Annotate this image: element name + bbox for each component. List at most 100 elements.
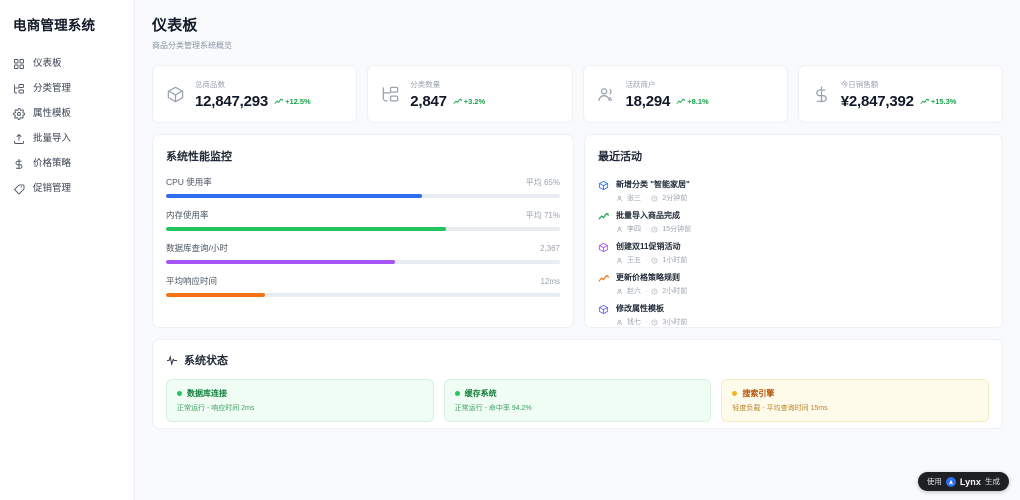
stat-card-total-products[interactable]: 总商品数 12,847,293 +12.5% <box>152 65 358 123</box>
activity-body: 新增分类 "智能家居" 张三 · 2分钟前 <box>616 179 690 203</box>
activity-user: 张三 <box>627 195 641 202</box>
activity-title: 更新价格策略规则 <box>616 273 680 282</box>
status-card-cache[interactable]: 缓存系统 正常运行 - 命中率 94.2% <box>443 379 712 422</box>
sidebar-item-bulk-import[interactable]: 批量导入 <box>0 126 134 151</box>
folder-tree-icon <box>13 83 25 95</box>
activity-user: 钱七 <box>627 319 641 326</box>
clock-icon <box>651 226 658 232</box>
sidebar-nav: 仪表板 分类管理 属性模板 <box>0 51 134 201</box>
stat-delta-text: +12.5% <box>285 96 311 106</box>
package-icon <box>598 180 609 191</box>
activity-time: 1小时前 <box>662 257 688 264</box>
stat-card-active-merchants[interactable]: 活跃商户 18,294 +8.1% <box>582 65 788 123</box>
status-card-name: 搜索引擎 <box>742 389 775 398</box>
stat-value-row: 18,294 +8.1% <box>626 93 709 110</box>
grid-icon <box>13 58 25 70</box>
meta-separator: · <box>645 194 648 202</box>
sidebar-item-label: 促销管理 <box>33 182 72 194</box>
status-indicator-dot <box>732 391 738 396</box>
status-card-search-engine[interactable]: 搜索引擎 轻度负载 - 平均查询时间 15ms <box>721 379 990 422</box>
dollar-icon <box>13 158 25 170</box>
activity-meta: 赵六 · 2小时前 <box>616 286 687 296</box>
metric-head: 内存使用率 平均 71% <box>166 209 560 221</box>
stat-card-body: 今日销售额 ¥2,847,392 +15.3% <box>841 79 957 110</box>
stat-delta-text: +3.2% <box>463 96 486 106</box>
sidebar-item-pricing-strategy[interactable]: 价格策略 <box>0 151 134 176</box>
activity-pulse-icon <box>167 354 177 366</box>
metric-row: 内存使用率 平均 71% <box>166 209 560 231</box>
status-card-database[interactable]: 数据库连接 正常运行 - 响应时间 2ms <box>166 379 434 422</box>
activity-time: 2小时前 <box>662 288 688 295</box>
stat-delta-text: +8.1% <box>687 96 709 106</box>
made-with-lynx-badge[interactable]: 使用 Lynx 生成 <box>917 472 1009 491</box>
progress-fill <box>166 293 265 297</box>
lynx-logo-icon <box>945 476 956 487</box>
main-content: 仪表板 商品分类管理系统概览 总商品数 12,847,293 <box>135 0 1020 500</box>
user-icon <box>617 319 622 325</box>
list-item[interactable]: 批量导入商品完成 李四 · 15分钟前 <box>598 207 989 237</box>
metric-name: 平均响应时间 <box>166 276 218 286</box>
sidebar-item-attribute-templates[interactable]: 属性模板 <box>0 101 134 126</box>
activity-body: 创建双11促销活动 王五 · 1小时前 <box>616 241 687 265</box>
activity-meta: 钱七 · 3小时前 <box>616 317 687 327</box>
trend-up-icon <box>920 98 929 104</box>
trend-up-icon <box>598 211 609 222</box>
progress-fill <box>166 194 423 198</box>
activity-time: 15分钟前 <box>662 226 692 233</box>
watermark-suffix: 生成 <box>985 477 1000 486</box>
stat-delta: +15.3% <box>920 97 956 106</box>
package-icon <box>166 85 185 104</box>
trend-up-icon <box>676 98 685 104</box>
metric-head: 平均响应时间 12ms <box>166 275 560 287</box>
watermark-prefix: 使用 <box>926 477 942 486</box>
stat-value: ¥2,847,392 <box>840 92 914 110</box>
package-icon <box>598 304 609 315</box>
metric-head: CPU 使用率 平均 65% <box>166 176 560 188</box>
user-icon <box>617 226 622 232</box>
trend-up-icon <box>598 273 609 284</box>
stat-value-row: ¥2,847,392 +15.3% <box>841 93 957 110</box>
status-card-desc: 轻度负载 - 平均查询时间 15ms <box>732 405 828 412</box>
sidebar-item-dashboard[interactable]: 仪表板 <box>0 51 134 76</box>
sidebar: 电商管理系统 仪表板 分类管理 <box>0 0 135 500</box>
upload-icon <box>13 133 25 145</box>
metric-row: 平均响应时间 12ms <box>166 275 560 297</box>
progress-track <box>166 293 560 297</box>
stat-value-row: 2,847 +3.2% <box>410 93 485 110</box>
list-item[interactable]: 更新价格策略规则 赵六 · 2小时前 <box>598 269 989 299</box>
status-card-grid: 数据库连接 正常运行 - 响应时间 2ms 缓存系统 正常运行 - 命中率 94… <box>166 379 990 422</box>
activity-title: 修改属性模板 <box>616 304 664 313</box>
stat-card-category-count[interactable]: 分类数量 2,847 +3.2% <box>367 65 573 123</box>
stat-card-body: 总商品数 12,847,293 +12.5% <box>195 79 311 110</box>
activity-title: 批量导入商品完成 <box>616 211 680 220</box>
stat-card-today-sales[interactable]: 今日销售额 ¥2,847,392 +15.3% <box>797 65 1003 123</box>
stat-card-body: 活跃商户 18,294 +8.1% <box>626 79 709 110</box>
stat-value: 12,847,293 <box>195 92 269 110</box>
list-item[interactable]: 修改属性模板 钱七 · 3小时前 <box>598 300 989 330</box>
metric-value: 2,367 <box>539 244 560 253</box>
metric-row: CPU 使用率 平均 65% <box>166 176 560 198</box>
activity-meta: 王五 · 1小时前 <box>616 255 687 265</box>
activity-body: 修改属性模板 钱七 · 3小时前 <box>616 303 687 327</box>
progress-fill <box>166 227 446 231</box>
dollar-icon <box>812 85 831 104</box>
status-card-desc: 正常运行 - 响应时间 2ms <box>177 405 255 412</box>
stat-value-row: 12,847,293 +12.5% <box>195 93 311 110</box>
system-status-title-text: 系统状态 <box>184 355 228 367</box>
performance-panel-title: 系统性能监控 <box>166 151 232 163</box>
status-card-head: 缓存系统 <box>454 388 701 399</box>
metric-value: 12ms <box>540 277 560 286</box>
activity-user: 王五 <box>627 257 641 264</box>
trend-up-icon <box>274 98 283 104</box>
sidebar-item-label: 价格策略 <box>33 157 72 169</box>
sidebar-item-promotions[interactable]: 促销管理 <box>0 176 134 201</box>
activity-panel-title: 最近活动 <box>598 151 642 163</box>
activity-time: 3小时前 <box>662 319 688 326</box>
brand-title: 电商管理系统 <box>13 18 96 33</box>
list-item[interactable]: 创建双11促销活动 王五 · 1小时前 <box>598 238 989 268</box>
watermark-brand: Lynx <box>959 476 981 487</box>
sidebar-item-categories[interactable]: 分类管理 <box>0 76 134 101</box>
status-card-name: 缓存系统 <box>464 389 497 398</box>
list-item[interactable]: 新增分类 "智能家居" 张三 · 2分钟前 <box>598 176 989 206</box>
